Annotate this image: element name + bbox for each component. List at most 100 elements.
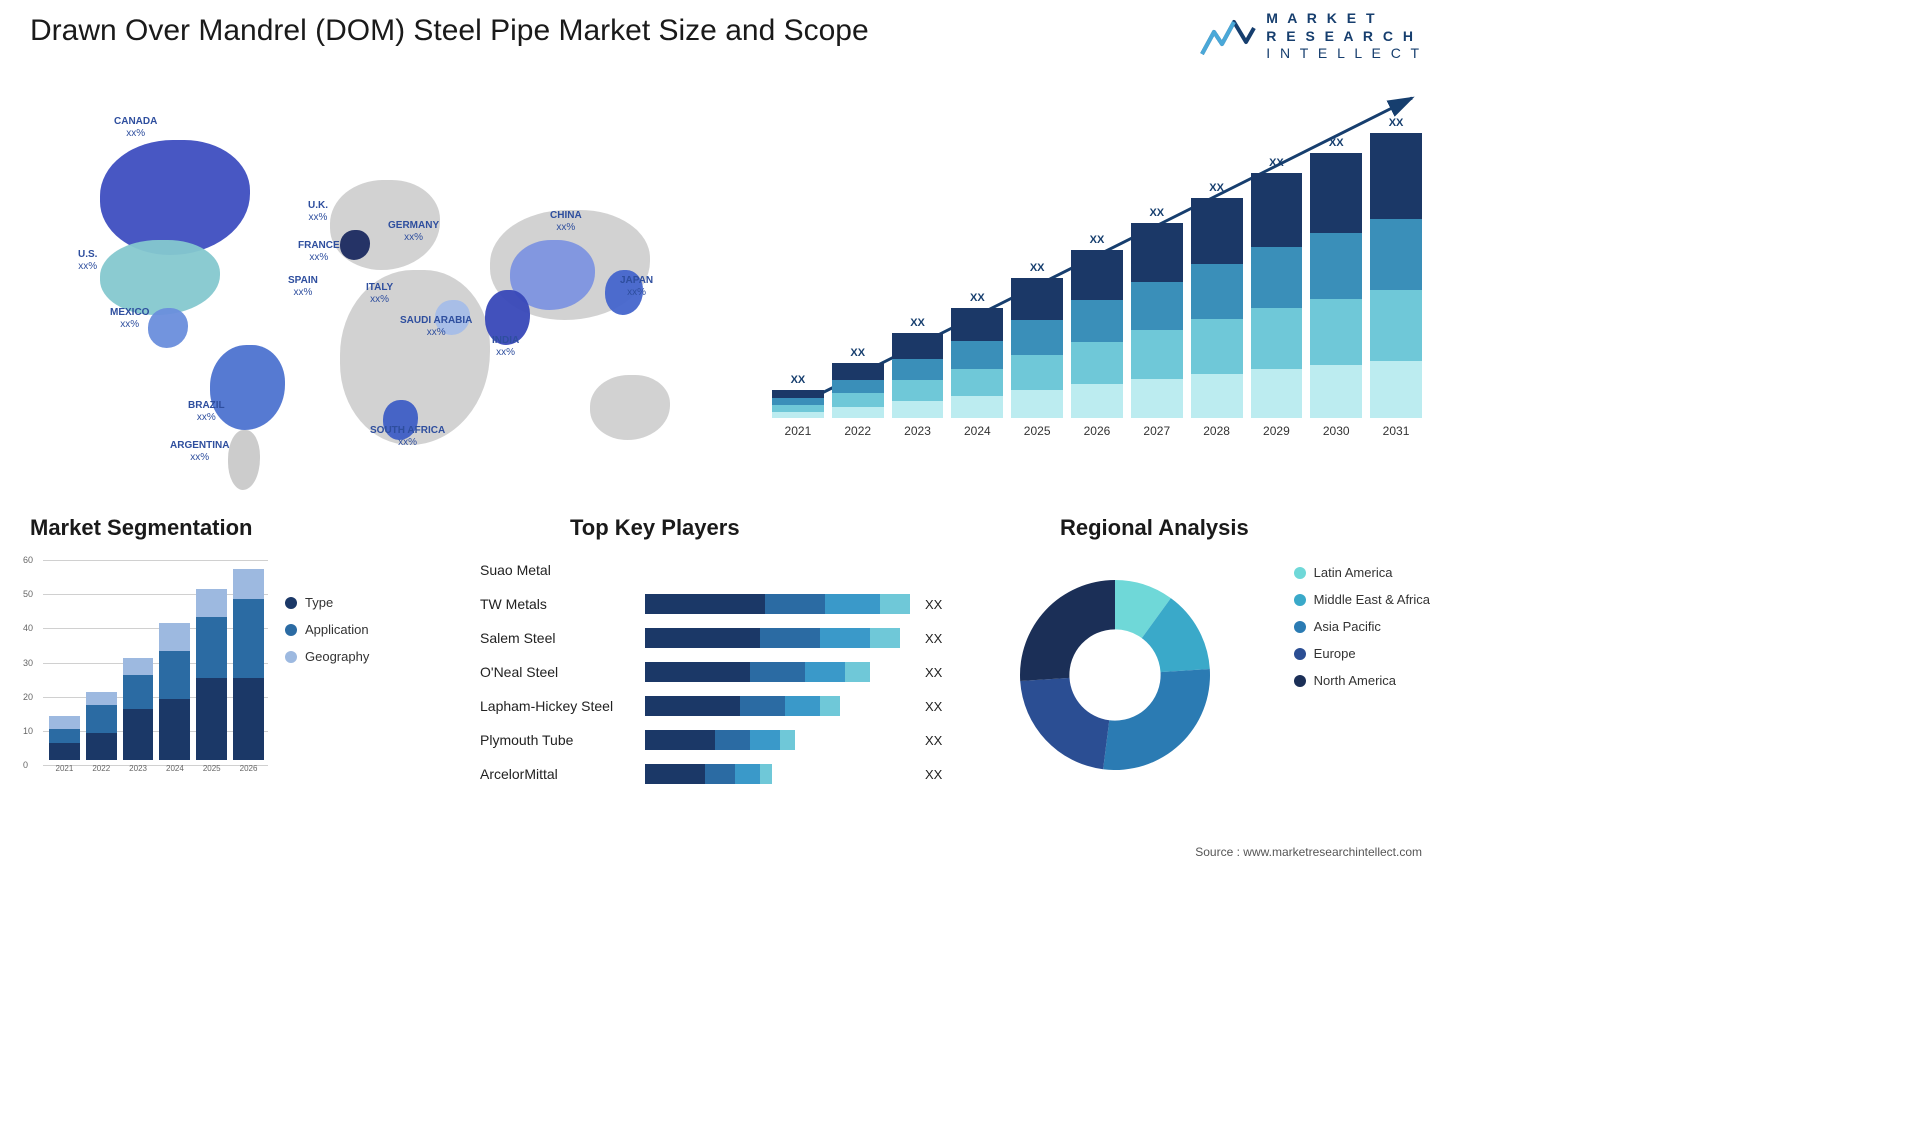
seg-bar-group: 2022: [86, 692, 117, 773]
bar-year-label: 2022: [92, 764, 110, 773]
legend-swatch: [1294, 621, 1306, 633]
stacked-bar: [233, 569, 264, 760]
bar-year-label: 2027: [1143, 424, 1170, 438]
stacked-bar: [159, 623, 190, 760]
bar-value-label: XX: [1389, 117, 1404, 129]
player-bar: [645, 730, 915, 750]
seg-bar-group: 2026: [233, 569, 264, 773]
legend-label: Geography: [305, 649, 369, 664]
legend-item: Latin America: [1294, 565, 1430, 580]
bar-value-label: XX: [1329, 137, 1344, 149]
map-label: SPAINxx%: [288, 275, 318, 298]
seg-bar-group: 2025: [196, 589, 227, 773]
player-bar: [645, 764, 915, 784]
player-value: XX: [925, 767, 942, 782]
regional-title: Regional Analysis: [1060, 515, 1249, 541]
bar-year-label: 2030: [1323, 424, 1350, 438]
legend-label: Middle East & Africa: [1314, 592, 1430, 607]
stacked-bar: [1131, 223, 1183, 418]
player-bar: [645, 662, 915, 682]
player-name: TW Metals: [480, 596, 645, 612]
bar-value-label: XX: [1209, 182, 1224, 194]
bar-year-label: 2028: [1203, 424, 1230, 438]
legend-label: Type: [305, 595, 333, 610]
map-label: JAPANxx%: [620, 275, 653, 298]
logo-line1: M A R K E T: [1266, 10, 1422, 28]
stacked-bar: [832, 363, 884, 418]
bar-value-label: XX: [1030, 262, 1045, 274]
seg-bar-group: 2023: [123, 658, 154, 773]
bar-year-label: 2024: [964, 424, 991, 438]
donut-slice: [1103, 669, 1210, 770]
map-label: GERMANYxx%: [388, 220, 439, 243]
map-label: SAUDI ARABIAxx%: [400, 315, 472, 338]
seg-bar-group: 2021: [49, 716, 80, 773]
map-label: U.K.xx%: [308, 200, 328, 223]
main-bar-group: XX 2022: [832, 347, 884, 438]
map-region-blob: [148, 308, 188, 348]
legend-swatch: [285, 597, 297, 609]
legend-swatch: [285, 651, 297, 663]
y-axis-label: 60: [23, 555, 33, 565]
player-value: XX: [925, 631, 942, 646]
brand-logo: M A R K E T R E S E A R C H I N T E L L …: [1200, 10, 1422, 63]
stacked-bar: [1310, 153, 1362, 418]
y-axis-label: 40: [23, 623, 33, 633]
legend-swatch: [285, 624, 297, 636]
legend-swatch: [1294, 675, 1306, 687]
donut-slice: [1020, 580, 1115, 681]
source-attribution: Source : www.marketresearchintellect.com: [1195, 845, 1422, 859]
bar-year-label: 2025: [1024, 424, 1051, 438]
y-axis-label: 20: [23, 692, 33, 702]
bar-value-label: XX: [1090, 234, 1105, 246]
player-bar: [645, 696, 915, 716]
key-players-chart: Suao MetalTW MetalsXXSalem SteelXXO'Neal…: [480, 555, 970, 805]
player-row: Suao Metal: [480, 555, 970, 585]
grid-line: [43, 560, 268, 561]
bar-value-label: XX: [850, 347, 865, 359]
y-axis-label: 50: [23, 589, 33, 599]
bar-year-label: 2026: [240, 764, 258, 773]
map-label: CANADAxx%: [114, 116, 157, 139]
legend-swatch: [1294, 648, 1306, 660]
legend-item: Middle East & Africa: [1294, 592, 1430, 607]
legend-item: Europe: [1294, 646, 1430, 661]
map-label: U.S.xx%: [78, 249, 97, 272]
player-value: XX: [925, 665, 942, 680]
player-row: Lapham-Hickey SteelXX: [480, 691, 970, 721]
player-name: Plymouth Tube: [480, 732, 645, 748]
bar-year-label: 2021: [56, 764, 74, 773]
market-size-chart: XX2021XX2022XX2023XX2024XX2025XX2026XX20…: [772, 90, 1422, 460]
legend-item: Type: [285, 595, 369, 610]
map-label: ITALYxx%: [366, 282, 393, 305]
map-label: MEXICOxx%: [110, 307, 149, 330]
stacked-bar: [49, 716, 80, 760]
map-label: SOUTH AFRICAxx%: [370, 425, 445, 448]
y-axis-label: 0: [23, 760, 28, 770]
stacked-bar: [951, 308, 1003, 418]
legend-label: Asia Pacific: [1314, 619, 1381, 634]
player-bar: [645, 594, 915, 614]
player-name: O'Neal Steel: [480, 664, 645, 680]
logo-line3: I N T E L L E C T: [1266, 45, 1422, 63]
page-title: Drawn Over Mandrel (DOM) Steel Pipe Mark…: [30, 14, 869, 48]
legend-label: Latin America: [1314, 565, 1393, 580]
stacked-bar: [1370, 133, 1422, 418]
segmentation-legend: TypeApplicationGeography: [285, 595, 369, 676]
y-axis-label: 30: [23, 658, 33, 668]
map-region-blob: [100, 140, 250, 255]
bar-value-label: XX: [910, 317, 925, 329]
legend-label: North America: [1314, 673, 1396, 688]
player-value: XX: [925, 597, 942, 612]
main-bar-group: XX2023: [892, 317, 944, 438]
player-row: Plymouth TubeXX: [480, 725, 970, 755]
legend-swatch: [1294, 567, 1306, 579]
logo-icon: [1200, 14, 1256, 58]
bar-year-label: 2022: [844, 424, 871, 438]
bar-year-label: 2026: [1084, 424, 1111, 438]
main-bar-group: XX 2030: [1310, 137, 1362, 438]
bar-value-label: XX: [791, 374, 806, 386]
map-label: INDIAxx%: [492, 335, 519, 358]
donut-chart: [1010, 570, 1220, 780]
donut-legend: Latin America Middle East & Africa Asia Pa…: [1294, 565, 1430, 700]
